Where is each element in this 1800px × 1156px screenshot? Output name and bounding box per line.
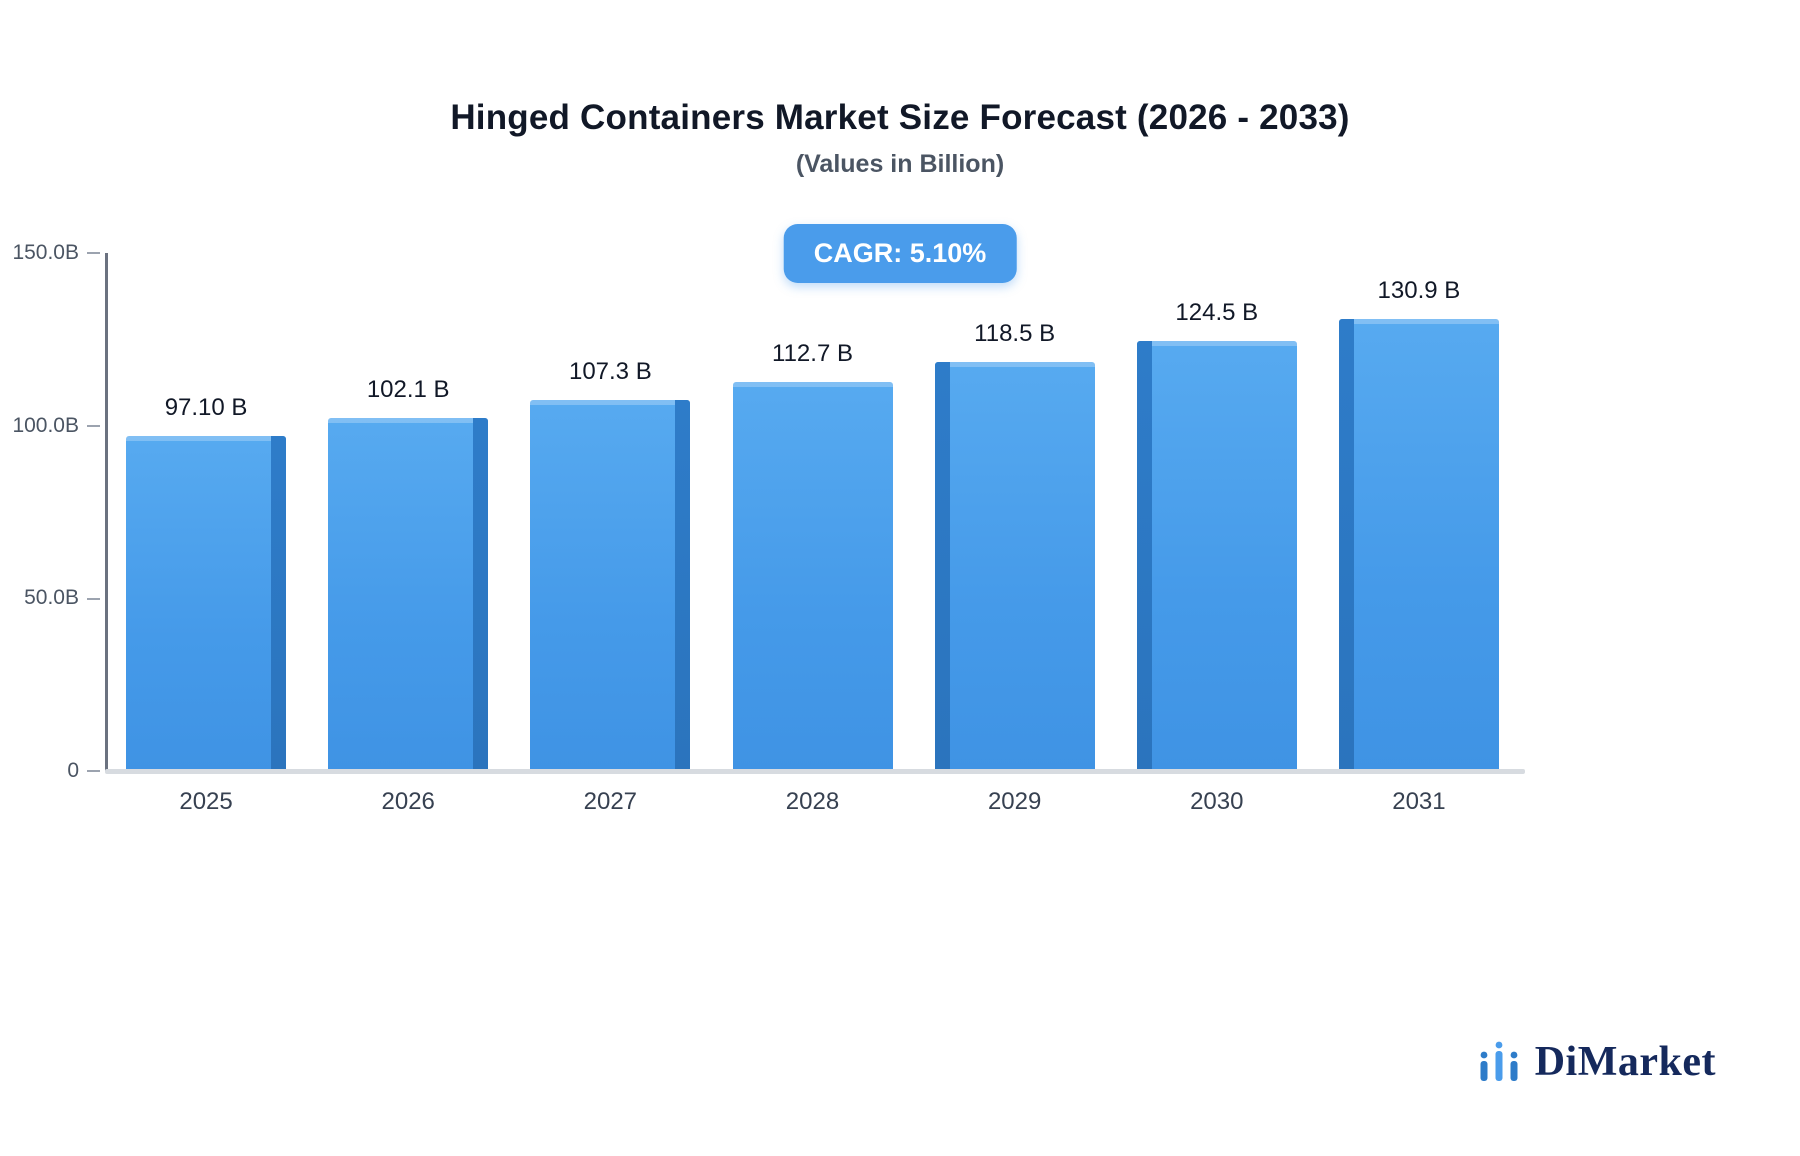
bar-top-bevel [126,435,287,441]
bar [934,361,1095,771]
chart-subtitle: (Values in Billion) [795,150,1005,178]
y-tick-dash [87,252,100,255]
y-tick-label: 150.0B [0,241,100,265]
bar [732,381,893,771]
x-axis-baseline [105,769,1525,774]
bar-top-bevel [732,381,893,387]
bar-value-label: 102.1 B [366,376,450,404]
bar-value-label: 107.3 B [568,358,652,386]
bar-top-bevel [530,400,691,406]
bar-shade-side [1338,318,1354,771]
dimarket-logo: DiMarket [1477,1038,1716,1086]
y-axis-line [105,253,108,771]
x-axis-label: 2027 [583,788,638,815]
y-tick-label: 50.0B [0,586,100,610]
x-axis-label: 2025 [179,788,233,815]
bar-top-bevel [328,418,489,424]
y-tick-dash [87,425,100,428]
y-tick-text: 0 [67,759,79,782]
logo-text: DiMarket [1534,1039,1716,1085]
bar-shade-side [271,435,287,771]
x-axis-label: 2031 [1392,788,1446,815]
bar-shade-side [473,418,489,771]
bar-shade-side [934,361,950,771]
bar [1338,318,1499,771]
bar-shade-side [1136,341,1152,771]
bar-chart-icon [1480,1041,1518,1081]
bar-value-label: 130.9 B [1377,276,1461,304]
bar [328,418,489,771]
y-tick-dash [87,597,100,600]
bar-top-bevel [1136,341,1297,347]
bar [126,435,287,771]
bar-top-bevel [1338,318,1499,324]
y-tick-text: 100.0B [12,413,79,437]
x-axis-label: 2030 [1190,788,1244,815]
y-tick-label: 0 [0,759,100,783]
bar-value-label: 124.5 B [1175,299,1259,327]
y-tick-label: 100.0B [0,414,100,438]
bar-shade-side [675,400,691,771]
bar-value-label: 97.10 B [164,393,248,421]
plot-area [105,253,1520,771]
y-tick-text: 50.0B [24,586,79,610]
cagr-badge: CAGR: 5.10% [783,224,1017,283]
bar-value-label: 112.7 B [772,339,853,367]
x-axis-label: 2029 [987,788,1042,815]
bar-top-bevel [934,361,1095,367]
x-axis-label: 2026 [381,788,435,815]
bar-value-label: 118.5 B [974,319,1056,347]
bar [530,400,691,771]
x-axis-label: 2028 [785,788,840,815]
bar [1136,341,1297,771]
y-tick-text: 150.0B [12,241,79,264]
y-tick-dash [87,770,100,773]
chart-title: Hinged Containers Market Size Forecast (… [450,98,1350,137]
